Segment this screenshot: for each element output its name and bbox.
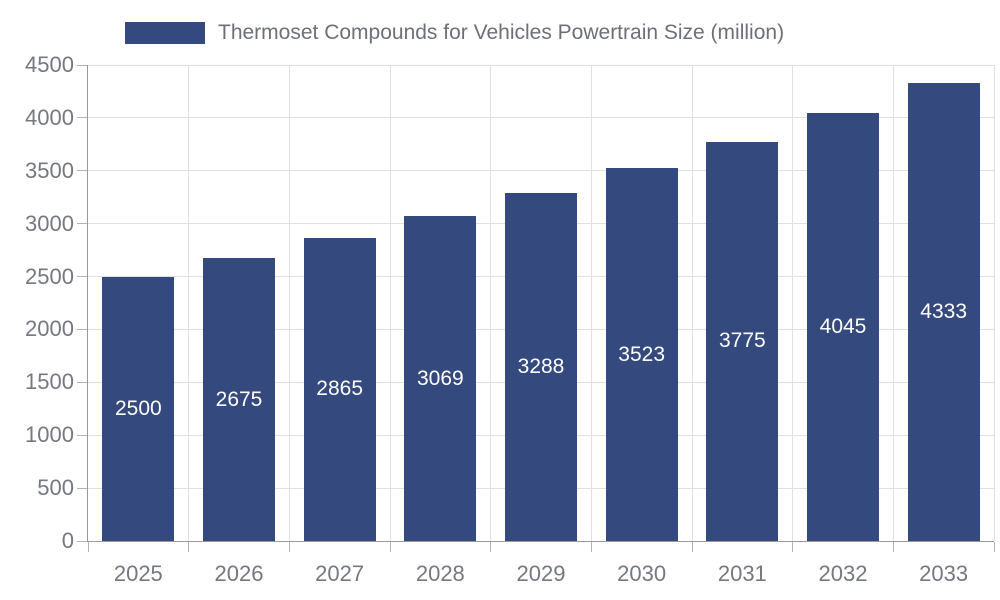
y-axis-label: 2000 xyxy=(25,316,74,342)
x-axis-label: 2031 xyxy=(717,561,767,586)
x-axis-label: 2025 xyxy=(113,561,163,586)
gridline-vertical xyxy=(993,65,995,541)
gridline-horizontal xyxy=(88,117,994,119)
y-axis-label: 0 xyxy=(61,528,74,553)
bar-value-label: 2675 xyxy=(215,387,263,411)
bar[interactable]: 2500 xyxy=(102,276,175,541)
plot-area: 0 500 1000 1500 2000 2500 3000 3500 4000 4500 2500… xyxy=(25,53,995,586)
gridline-vertical xyxy=(792,65,794,541)
bar-value-label: 3069 xyxy=(416,366,464,390)
gridline-vertical xyxy=(188,65,190,541)
y-axis-tick xyxy=(77,276,87,278)
x-axis-label: 2029 xyxy=(516,561,566,586)
x-axis-tick xyxy=(188,542,190,552)
bar[interactable]: 3069 xyxy=(404,216,477,541)
bar[interactable]: 2865 xyxy=(303,237,376,541)
gridline-vertical xyxy=(389,65,391,541)
bar-value-label: 3523 xyxy=(618,342,666,366)
y-axis-tick xyxy=(77,540,87,542)
legend-swatch xyxy=(125,22,205,44)
y-axis-label: 1500 xyxy=(25,369,74,395)
bar-value-label: 3288 xyxy=(517,355,565,379)
gridline-vertical xyxy=(590,65,592,541)
x-axis-tick xyxy=(389,542,391,552)
x-axis-label: 2027 xyxy=(315,561,365,586)
gridline-vertical xyxy=(892,65,894,541)
bar-value-label: 3775 xyxy=(718,329,766,353)
bar-value-label: 4045 xyxy=(819,315,867,339)
legend-item[interactable]: Thermoset Compounds for Vehicles Powertr… xyxy=(125,21,784,45)
y-axis-label: 500 xyxy=(37,475,74,501)
x-axis-label: 2033 xyxy=(919,561,969,586)
x-axis-tick xyxy=(691,542,693,552)
y-axis-label: 4000 xyxy=(25,104,74,130)
x-axis-tick xyxy=(892,542,894,552)
x-axis-label: 2030 xyxy=(617,561,667,586)
gridline-vertical xyxy=(490,65,492,541)
bar[interactable]: 2675 xyxy=(203,258,275,541)
y-axis-tick xyxy=(77,328,87,330)
bar-value-label: 2500 xyxy=(114,396,162,420)
y-axis-tick xyxy=(77,64,87,66)
x-axis-label: 2028 xyxy=(415,561,465,586)
bar[interactable]: 4333 xyxy=(907,82,980,541)
x-axis-tick xyxy=(490,542,492,552)
y-axis-label: 1000 xyxy=(25,422,74,448)
bar[interactable]: 3523 xyxy=(605,168,678,541)
x-axis-tick xyxy=(792,542,794,552)
y-axis-tick xyxy=(77,170,87,172)
x-axis-tick xyxy=(590,542,592,552)
gridline-horizontal xyxy=(88,64,994,66)
bar[interactable]: 3288 xyxy=(505,193,577,541)
bar-value-label: 2865 xyxy=(316,377,364,401)
legend-label: Thermoset Compounds for Vehicles Powertr… xyxy=(218,21,785,44)
bar[interactable]: 4045 xyxy=(807,113,879,541)
x-axis-tick xyxy=(288,542,290,552)
y-axis-tick xyxy=(77,487,87,489)
bar[interactable]: 3775 xyxy=(706,141,779,541)
y-axis-tick xyxy=(77,117,87,119)
x-axis-tick xyxy=(993,542,995,552)
y-axis-label: 3000 xyxy=(25,210,74,236)
bar-value-label: 4333 xyxy=(920,299,968,323)
y-axis-tick xyxy=(77,223,87,225)
gridline-horizontal xyxy=(88,170,994,172)
x-axis-tick xyxy=(87,542,89,552)
x-axis-label: 2032 xyxy=(818,561,868,586)
gridline-vertical xyxy=(288,65,290,541)
y-axis-label: 3500 xyxy=(25,157,74,183)
gridline-vertical xyxy=(691,65,693,541)
y-axis-tick xyxy=(77,381,87,383)
y-axis-label: 4500 xyxy=(25,52,74,77)
x-axis-label: 2026 xyxy=(214,561,264,586)
y-axis-tick xyxy=(77,434,87,436)
y-axis-label: 2500 xyxy=(25,263,74,289)
